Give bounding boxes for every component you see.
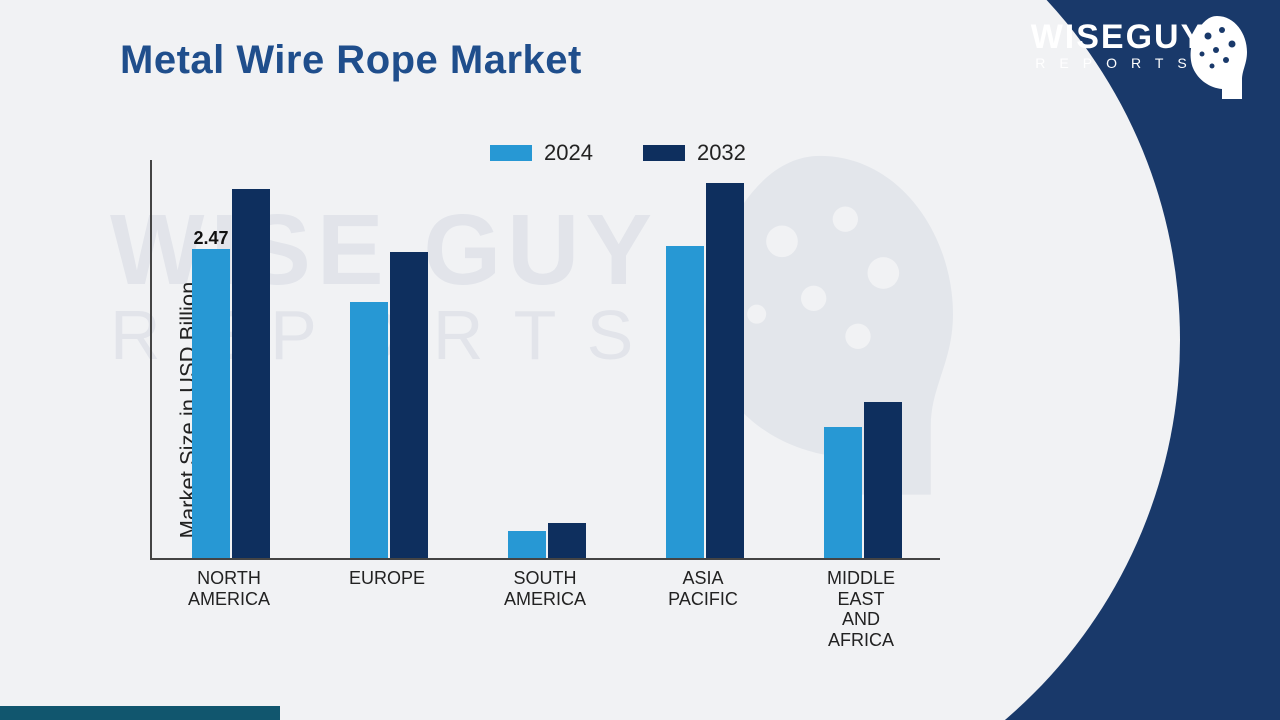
plot-area: 2.47: [150, 160, 940, 560]
brand-logo: WISEGUY REPORTS: [988, 18, 1248, 71]
bar-group: [350, 252, 428, 558]
brand-head-icon: [1182, 14, 1252, 104]
chart-title: Metal Wire Rope Market: [120, 38, 582, 83]
bar: [192, 249, 230, 558]
bottom-strip: [0, 706, 280, 720]
category-label: ASIAPACIFIC: [624, 568, 782, 678]
category-label: MIDDLEEASTANDAFRICA: [782, 568, 940, 678]
category-label: SOUTHAMERICA: [466, 568, 624, 678]
bar: [666, 246, 704, 559]
bar: [548, 523, 586, 558]
bar-group: [824, 402, 902, 558]
bar: [350, 302, 388, 558]
bar: [232, 189, 270, 558]
legend-swatch-2024: [490, 145, 532, 161]
bar: [390, 252, 428, 558]
bar-group: [666, 183, 744, 558]
bar-chart: Market Size in USD Billion 2024 2032 2.4…: [60, 140, 940, 680]
bar: [706, 183, 744, 558]
category-labels: NORTHAMERICAEUROPESOUTHAMERICAASIAPACIFI…: [150, 568, 940, 678]
page: WISE GUY R E P O R T S Metal Wire Rope M…: [0, 0, 1280, 720]
value-label: 2.47: [193, 228, 228, 249]
legend-swatch-2032: [643, 145, 685, 161]
category-label: NORTHAMERICA: [150, 568, 308, 678]
bar-group: [508, 523, 586, 558]
bar: [824, 427, 862, 558]
bar: [508, 531, 546, 559]
bar: [864, 402, 902, 558]
category-label: EUROPE: [308, 568, 466, 678]
